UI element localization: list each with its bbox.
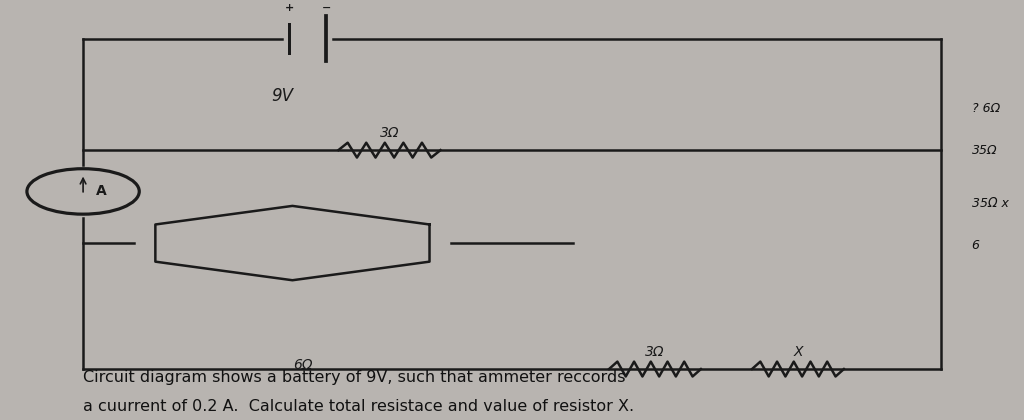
Text: −: − <box>322 3 331 13</box>
Text: 3Ω: 3Ω <box>645 345 665 359</box>
Text: ? 6Ω: ? 6Ω <box>972 102 999 116</box>
Text: 3Ω: 3Ω <box>380 126 399 140</box>
Text: A: A <box>96 184 106 198</box>
Text: 6Ω: 6Ω <box>293 358 312 372</box>
Text: 35Ω: 35Ω <box>972 144 997 157</box>
Text: 9V: 9V <box>271 87 293 105</box>
Text: +: + <box>285 3 294 13</box>
Text: X: X <box>794 345 803 359</box>
Text: a cuurrent of 0.2 A.  Calculate total resistace and value of resistor X.: a cuurrent of 0.2 A. Calculate total res… <box>83 399 634 414</box>
Text: 35Ω x: 35Ω x <box>972 197 1009 210</box>
Text: Circuit diagram shows a battery of 9V, such that ammeter reccords: Circuit diagram shows a battery of 9V, s… <box>83 370 626 385</box>
Text: 6: 6 <box>972 239 980 252</box>
